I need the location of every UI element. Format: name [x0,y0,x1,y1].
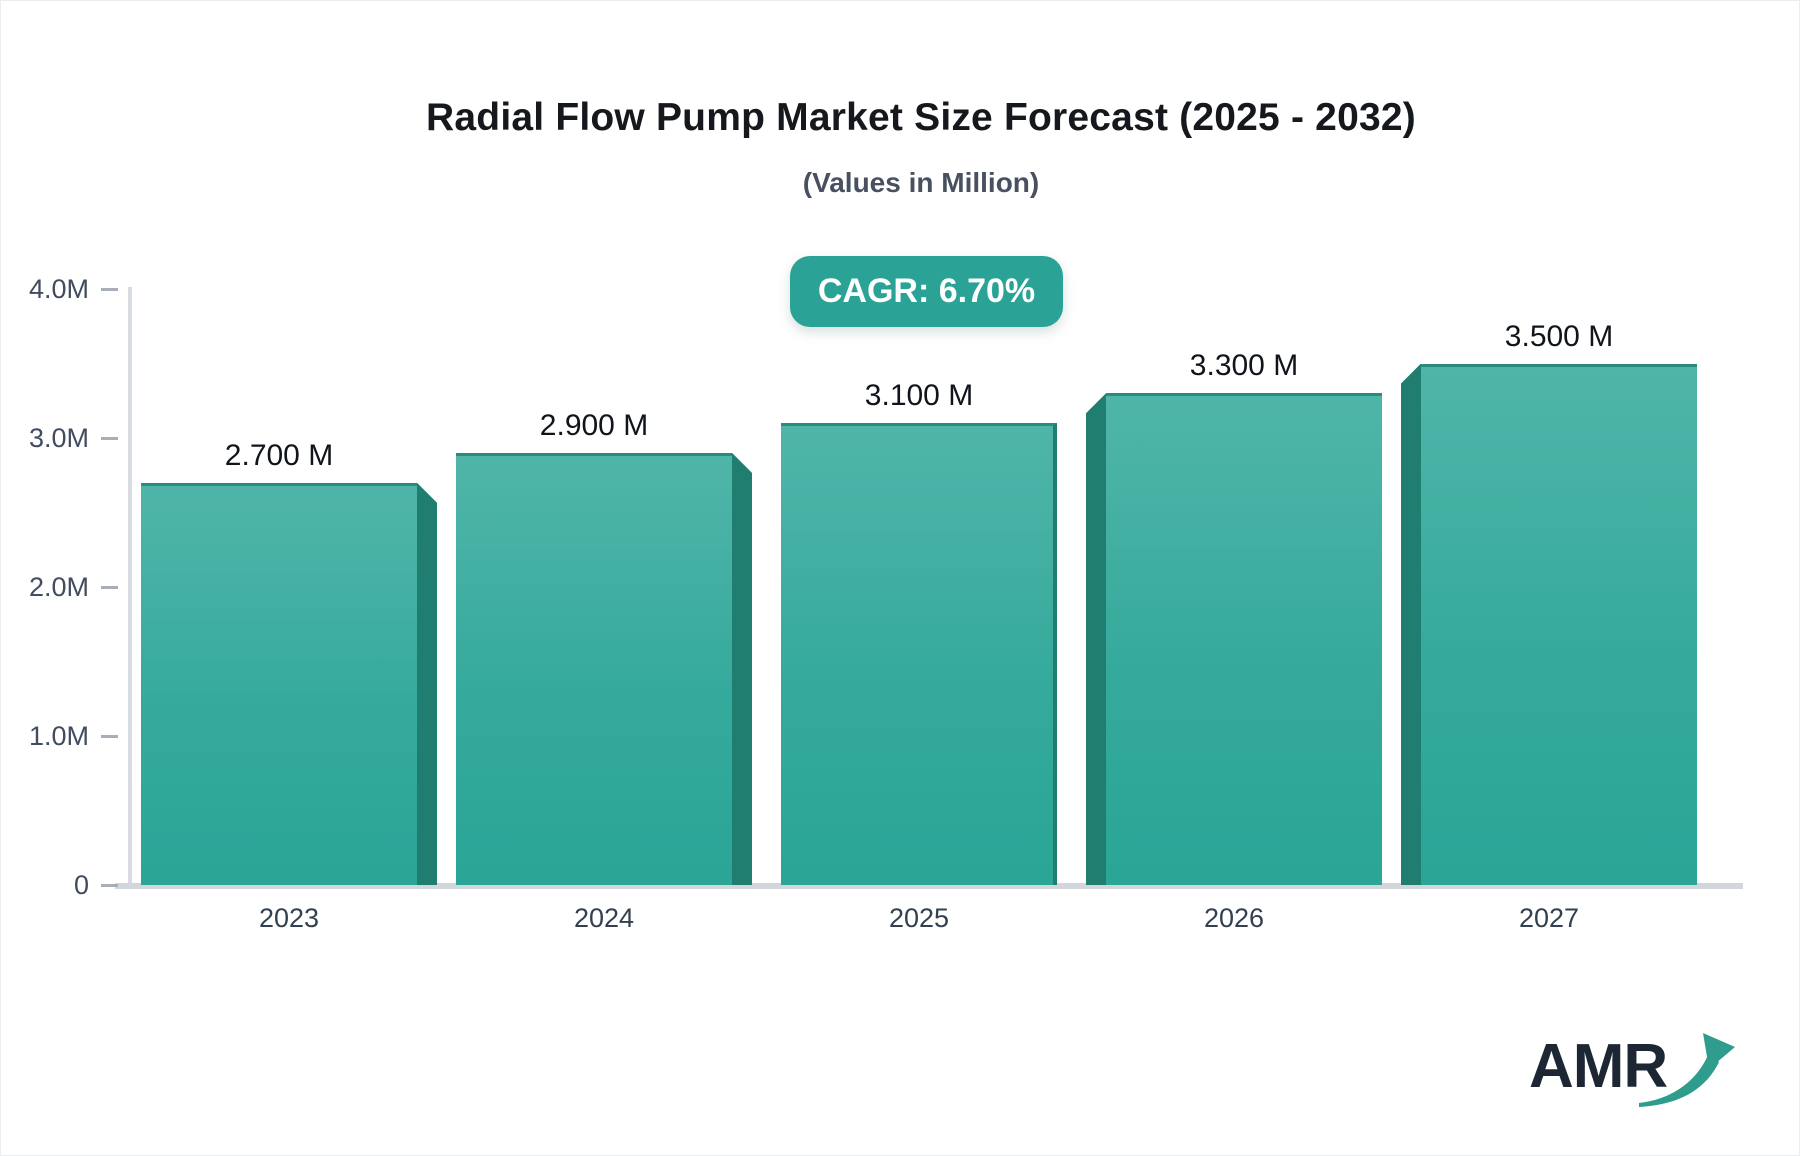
y-axis-tick-label: 3.0M [28,423,89,453]
y-axis-tick-label: 0 [73,870,89,900]
bar-value-label: 2.700 M [224,438,334,472]
y-axis-line [128,287,132,886]
bar-value-label: 2.900 M [539,408,649,442]
bar-2027 [1421,363,1697,885]
bar-value-label: 3.100 M [864,379,974,413]
bar-3d-side-2026 [1086,393,1106,885]
y-axis-tick-mark [101,288,118,291]
x-axis-label: 2023 [258,903,320,933]
cagr-badge: CAGR: 6.70% [790,256,1063,327]
amr-logo: AMR [1529,1031,1739,1117]
bar-value-label: 3.300 M [1189,349,1299,383]
x-axis-baseline [115,883,1743,889]
y-axis-tick-label: 1.0M [28,721,89,751]
y-axis-tick-label: 2.0M [28,572,89,602]
y-axis-tick-mark [101,884,118,887]
x-axis-label: 2024 [573,903,635,933]
chart-subtitle: (Values in Million) [802,167,1040,198]
bar-value-label: 3.500 M [1504,319,1614,353]
cagr-badge-label: CAGR: 6.70% [817,272,1036,310]
y-axis-tick-mark [101,735,118,738]
bar-2026 [1106,393,1382,885]
x-axis-label: 2027 [1518,903,1580,933]
bar-3d-side-2023 [417,482,437,885]
bar-3d-side-2027 [1401,363,1421,885]
x-axis-label: 2026 [1203,903,1265,933]
bar-3d-side-2024 [732,452,752,885]
bar-2025 [781,423,1057,885]
y-axis-tick-mark [101,437,118,440]
amr-logo-text: AMR [1529,1032,1668,1101]
bar-2023 [141,482,417,885]
bar-2024 [456,452,732,885]
chart-title: Radial Flow Pump Market Size Forecast (2… [426,96,1416,139]
y-axis-tick-label: 4.0M [28,274,89,304]
x-axis-label: 2025 [888,903,950,933]
y-axis-tick-mark [101,586,118,589]
growth-arrow-icon [1639,1033,1735,1107]
